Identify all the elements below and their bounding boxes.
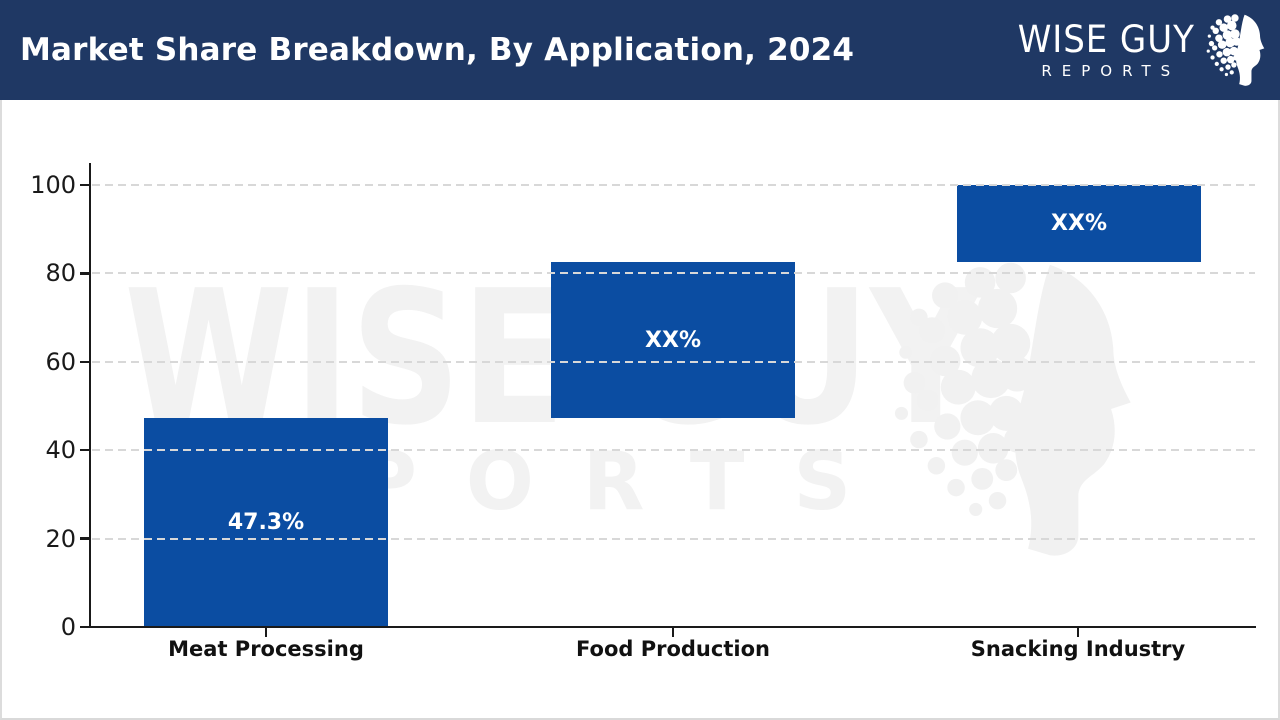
logo-wordmark: WISE GUY — [1017, 17, 1195, 61]
logo-text: WISE GUY REPORTS — [1010, 21, 1202, 80]
y-tick-80 — [80, 272, 90, 275]
y-tick-label-60: 60 — [45, 347, 76, 376]
y-tick-100 — [80, 183, 90, 187]
gridline-80 — [92, 272, 1255, 275]
y-tick-label-100: 100 — [30, 171, 76, 199]
logo-head-icon — [1206, 14, 1265, 86]
bar-snacking-industry: XX% — [957, 185, 1201, 263]
gridline-100 — [92, 184, 1255, 186]
y-tick-label-40: 40 — [45, 436, 76, 465]
x-category-label-2: Food Production — [576, 637, 770, 661]
header-bar: Market Share Breakdown, By Application, … — [0, 0, 1280, 100]
chart-title: Market Share Breakdown, By Application, … — [20, 32, 855, 68]
bar-value-label: XX% — [645, 327, 701, 353]
y-tick-40 — [80, 449, 90, 452]
wise-guy-reports-logo: WISE GUY REPORTS — [1010, 7, 1268, 93]
bar-value-label: 47.3% — [227, 509, 305, 535]
y-tick-60 — [80, 360, 90, 363]
y-tick-label-20: 20 — [45, 524, 76, 553]
x-axis-line — [88, 625, 1256, 629]
x-tick-3 — [1076, 628, 1080, 637]
watermark-head-icon — [894, 262, 1131, 556]
y-tick-20 — [80, 537, 90, 540]
gridline-20 — [92, 537, 1255, 540]
y-axis-line — [88, 163, 91, 628]
x-category-label-3: Snacking Industry — [970, 637, 1186, 661]
bar-meat-processing: 47.3% — [144, 417, 388, 627]
y-tick-label-0: 0 — [60, 613, 76, 641]
x-tick-2 — [671, 628, 675, 637]
bar-food-production: XX% — [551, 262, 795, 418]
y-tick-label-80: 80 — [45, 259, 76, 288]
gridline-60 — [92, 360, 1255, 363]
x-category-label-1: Meat Processing — [168, 637, 364, 661]
logo-subtitle: REPORTS — [1041, 61, 1181, 80]
plot-area: WISE GUY REPORTS 0 20 40 60 80 100 47.3% XX% XX%… — [0, 100, 1280, 720]
bar-value-label: XX% — [1051, 211, 1107, 237]
x-tick-1 — [264, 628, 268, 637]
y-tick-0 — [80, 625, 90, 629]
gridline-40 — [92, 449, 1255, 452]
